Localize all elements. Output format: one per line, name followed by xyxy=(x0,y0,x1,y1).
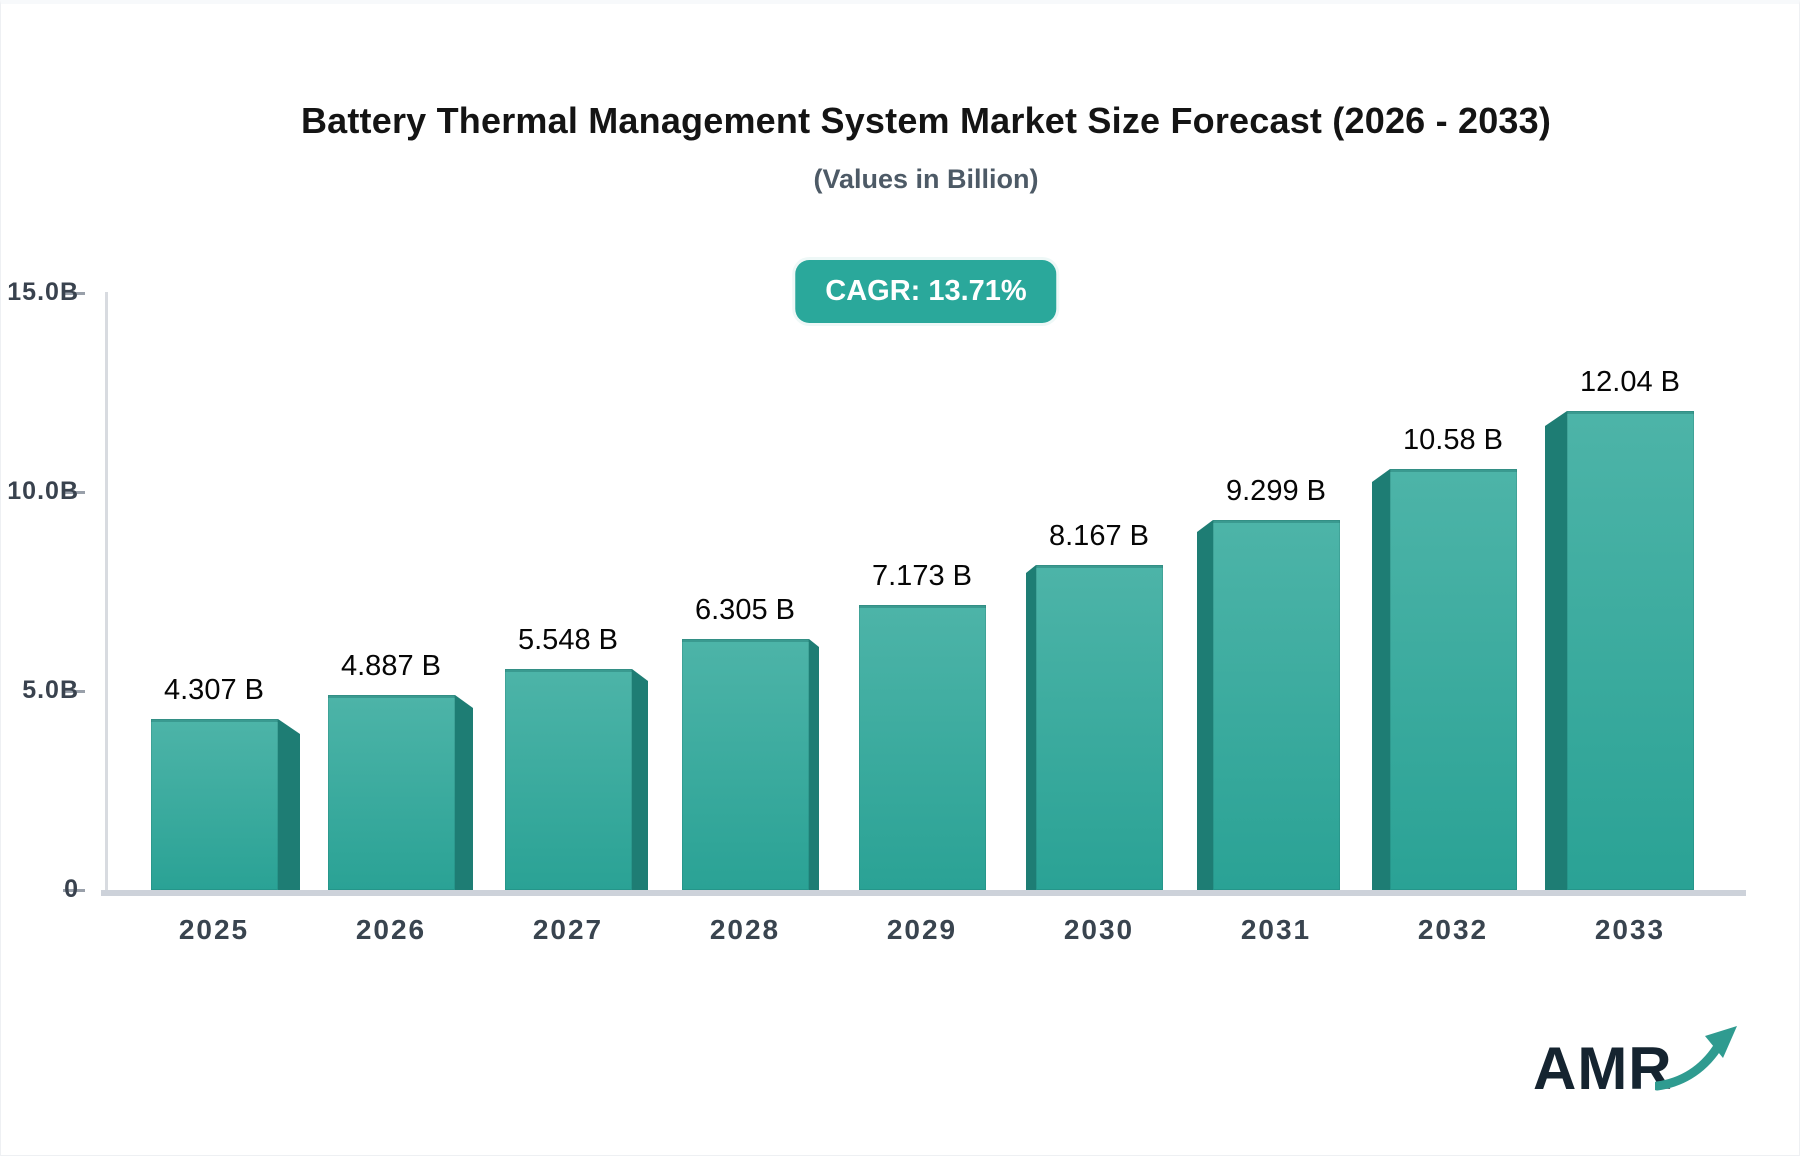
brand-logo-text: AMR xyxy=(1533,1035,1673,1102)
y-axis-tick xyxy=(63,889,85,892)
x-axis-tick-label: 2025 xyxy=(178,914,250,945)
bar-3d-side xyxy=(632,669,648,890)
bar-value-label: 12.04 B xyxy=(1580,366,1680,398)
bar-3d-side xyxy=(455,695,473,890)
x-axis-tick-label: 2028 xyxy=(709,914,781,945)
cagr-badge: CAGR: 13.71% xyxy=(795,260,1057,323)
x-axis-tick-label: 2029 xyxy=(886,914,958,945)
bar xyxy=(859,605,986,890)
x-axis-tick-label: 2032 xyxy=(1417,914,1489,945)
bar-value-label: 4.887 B xyxy=(341,650,441,682)
x-axis-tick-label: 2027 xyxy=(532,914,604,945)
bar xyxy=(1390,469,1517,890)
y-axis-tick-label: 10.0B xyxy=(7,477,79,505)
bar-value-label: 9.299 B xyxy=(1226,475,1326,507)
bar-value-label: 7.173 B xyxy=(872,560,972,592)
bar-value-label: 10.58 B xyxy=(1403,424,1503,456)
brand-logo: AMR xyxy=(1533,1026,1743,1114)
bar-3d-side xyxy=(809,639,819,890)
bar xyxy=(151,719,278,890)
x-axis-line xyxy=(101,890,1746,896)
y-axis-tick-label: 0 xyxy=(64,875,79,903)
x-axis-tick-label: 2026 xyxy=(355,914,427,945)
bar-value-label: 8.167 B xyxy=(1049,520,1149,552)
bar-3d-side xyxy=(1372,469,1390,890)
y-axis-tick-label: 5.0B xyxy=(22,676,79,704)
bar-3d-side xyxy=(1026,565,1036,890)
trend-up-arrow-icon xyxy=(1655,1026,1737,1091)
x-axis-tick-label: 2031 xyxy=(1240,914,1312,945)
bar-value-label: 4.307 B xyxy=(164,674,264,706)
y-axis-tick xyxy=(63,491,85,494)
bar xyxy=(1036,565,1163,890)
bar xyxy=(1213,520,1340,890)
bar xyxy=(682,639,809,890)
bar xyxy=(328,695,455,890)
chart-title: Battery Thermal Management System Market… xyxy=(300,100,1552,141)
x-axis-tick-label: 2030 xyxy=(1063,914,1135,945)
x-axis-tick-label: 2033 xyxy=(1594,914,1666,945)
bar-value-label: 6.305 B xyxy=(695,594,795,626)
bar-3d-side xyxy=(1545,411,1567,890)
bar-3d-side xyxy=(278,719,300,890)
bar-3d-side xyxy=(1197,520,1213,890)
bar-value-label: 5.548 B xyxy=(518,624,618,656)
y-axis-tick xyxy=(63,690,85,693)
bar xyxy=(505,669,632,890)
y-axis-tick xyxy=(63,292,85,295)
y-axis-tick-label: 15.0B xyxy=(7,278,79,306)
bar xyxy=(1567,411,1694,890)
chart-subtitle: (Values in Billion) xyxy=(813,164,1039,194)
y-axis-line xyxy=(105,292,108,892)
